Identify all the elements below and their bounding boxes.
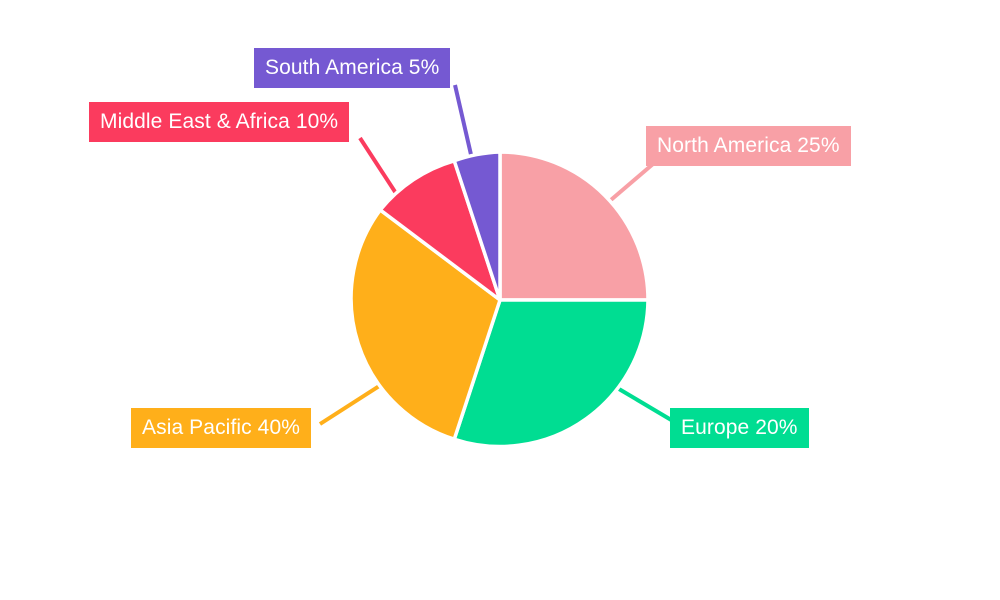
pie-label-middle-east-africa-text: Middle East & Africa 10% [100,110,339,133]
leader-line-middle-east-africa [358,136,403,203]
pie-slice-north-america[interactable] [498,150,650,302]
pie-label-middle-east-africa[interactable]: Middle East & Africa 10% [89,102,350,142]
pie-label-south-america[interactable]: South America 5% [254,48,451,88]
pie-slices [349,150,650,449]
pie-label-south-america-text: South America 5% [265,56,440,79]
pie-label-asia-pacific[interactable]: Asia Pacific 40% [131,408,312,448]
pie-slice-south-america[interactable] [452,150,502,302]
leader-line-asia-pacific [318,381,386,426]
pie-label-north-america-text: North America 25% [657,134,840,157]
pie-label-north-america[interactable]: North America 25% [646,126,851,166]
pie-slice-asia-pacific[interactable] [349,208,502,441]
pie-slice-europe[interactable] [452,298,650,449]
pie-label-europe[interactable]: Europe 20% [670,408,809,448]
pie-label-asia-pacific-text: Asia Pacific 40% [142,416,301,439]
pie-label-europe-text: Europe 20% [681,416,798,439]
leader-line-south-america [453,84,474,160]
leader-line-europe [617,387,680,426]
